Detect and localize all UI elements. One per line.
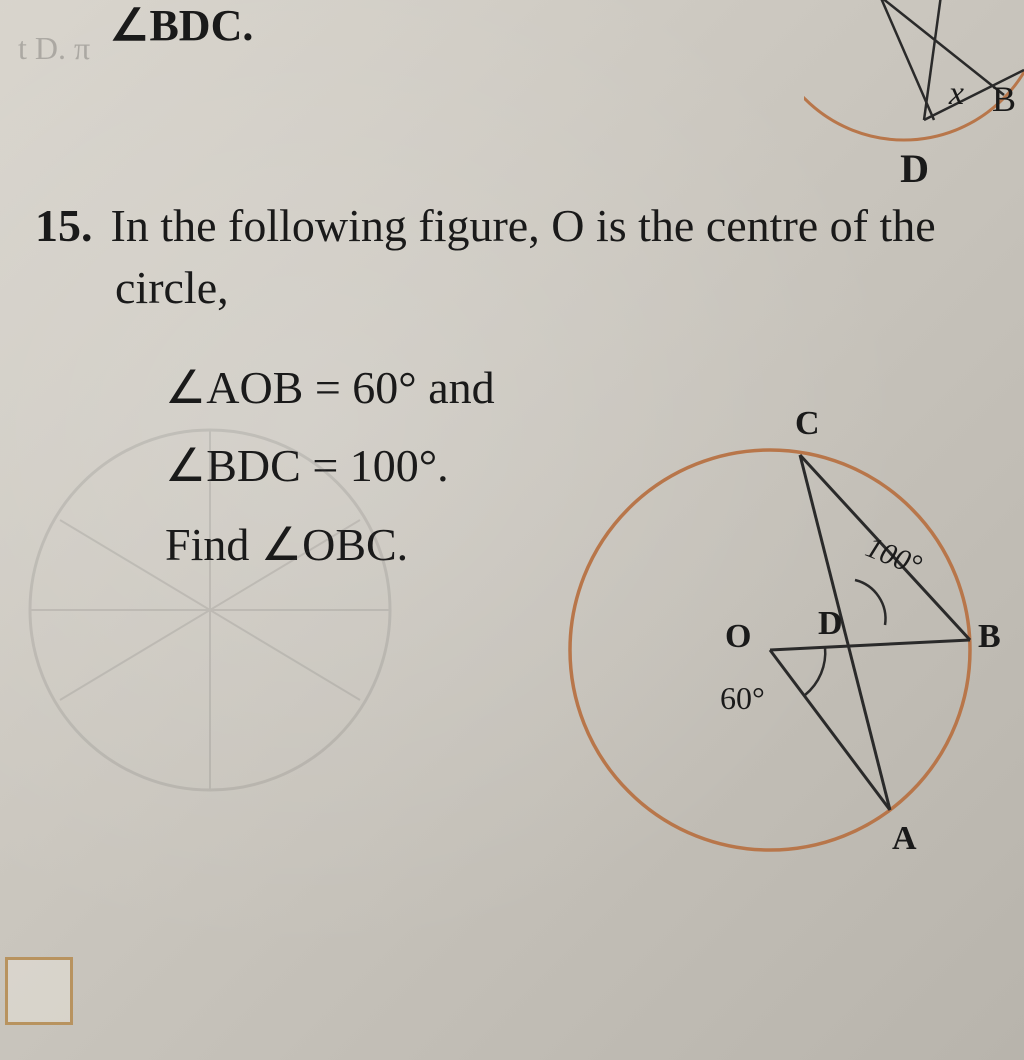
top-left-faint-text: t D. π (18, 30, 90, 67)
partial-label-b: B (992, 78, 1016, 120)
line-ca (800, 455, 890, 810)
figure-label-c: C (795, 405, 820, 443)
question-text-1: In the following figure, O is the centre… (111, 195, 936, 257)
figure-label-o: O (725, 618, 751, 656)
figure-label-a: A (892, 820, 917, 858)
question-number: 15. (35, 199, 93, 252)
main-circle-figure: C B A O D 100° 60° (540, 380, 1000, 900)
faint-background-circle (0, 400, 420, 820)
line-oa (770, 650, 890, 810)
figure-svg (540, 380, 1000, 900)
question-text-2: circle, (115, 257, 1014, 319)
angle-arc-60 (805, 647, 825, 695)
line-ob (770, 640, 970, 650)
partial-label-d: D (900, 145, 929, 192)
figure-angle-60: 60° (720, 680, 765, 717)
top-fragment-text: ∠BDC. (110, 0, 253, 51)
partial-label-x: x (949, 75, 964, 113)
angle-arc-100 (855, 580, 885, 625)
bottom-left-box (5, 957, 73, 1025)
figure-label-b: B (978, 618, 1001, 656)
figure-label-d: D (818, 605, 843, 643)
question-first-line: 15. In the following figure, O is the ce… (35, 195, 1014, 257)
